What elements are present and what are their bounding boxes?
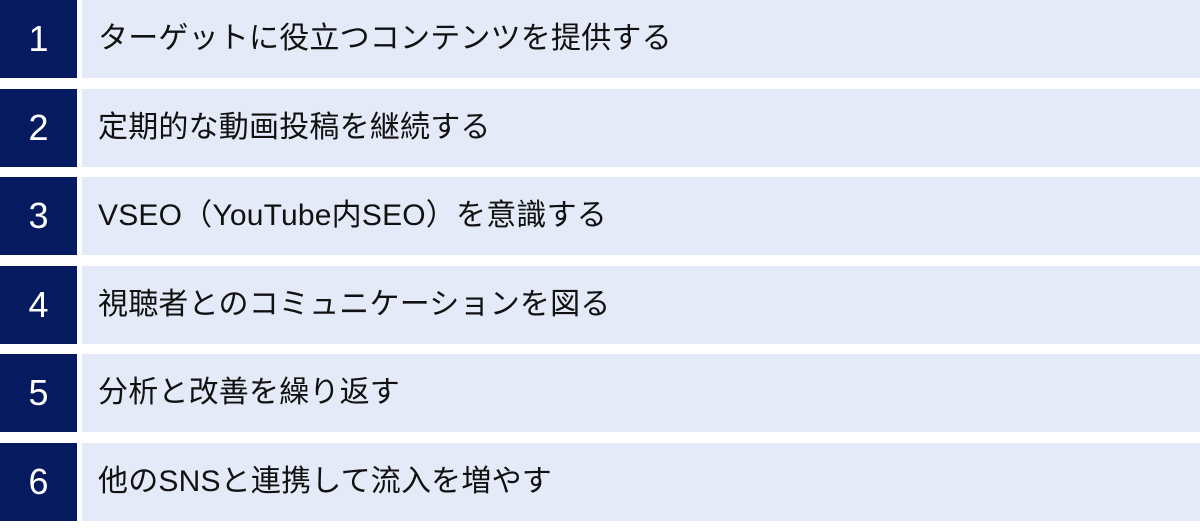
list-item: 5 分析と改善を繰り返す — [0, 354, 1200, 432]
list-item-label: 視聴者とのコミュニケーションを図る — [98, 287, 611, 321]
list-item-body: 視聴者とのコミュニケーションを図る — [82, 265, 1200, 344]
list-item: 4 視聴者とのコミュニケーションを図る — [0, 265, 1200, 344]
list-item-number: 4 — [0, 265, 77, 344]
list-item: 1 ターゲットに役立つコンテンツを提供する — [0, 0, 1200, 78]
list-item-label: 他のSNSと連携して流入を増やす — [98, 464, 552, 498]
list-item-number: 1 — [0, 0, 77, 78]
list-item-divider — [77, 88, 82, 167]
list-item-number: 5 — [0, 354, 77, 432]
list-item-label: VSEO（YouTube内SEO）を意識する — [98, 199, 608, 232]
list-item: 3 VSEO（YouTube内SEO）を意識する — [0, 177, 1200, 255]
list-item-divider — [77, 265, 82, 344]
list-item-label: 定期的な動画投稿を継続する — [98, 110, 491, 144]
list-item: 6 他のSNSと連携して流入を増やす — [0, 442, 1200, 521]
list-item-divider — [77, 0, 82, 78]
list-item-number: 3 — [0, 177, 77, 255]
list-item-body: 分析と改善を繰り返す — [82, 354, 1200, 432]
list-item-label: ターゲットに役立つコンテンツを提供する — [98, 22, 672, 55]
list-item-body: VSEO（YouTube内SEO）を意識する — [82, 177, 1200, 255]
list-item-body: 定期的な動画投稿を継続する — [82, 88, 1200, 167]
list-item-divider — [77, 442, 82, 521]
list-item: 2 定期的な動画投稿を継続する — [0, 88, 1200, 167]
list-item-number: 6 — [0, 442, 77, 521]
list-item-label: 分析と改善を繰り返す — [98, 376, 400, 409]
list-item-number: 2 — [0, 88, 77, 167]
list-item-divider — [77, 177, 82, 255]
list-item-body: 他のSNSと連携して流入を増やす — [82, 442, 1200, 521]
list-item-body: ターゲットに役立つコンテンツを提供する — [82, 0, 1200, 78]
list-item-divider — [77, 354, 82, 432]
